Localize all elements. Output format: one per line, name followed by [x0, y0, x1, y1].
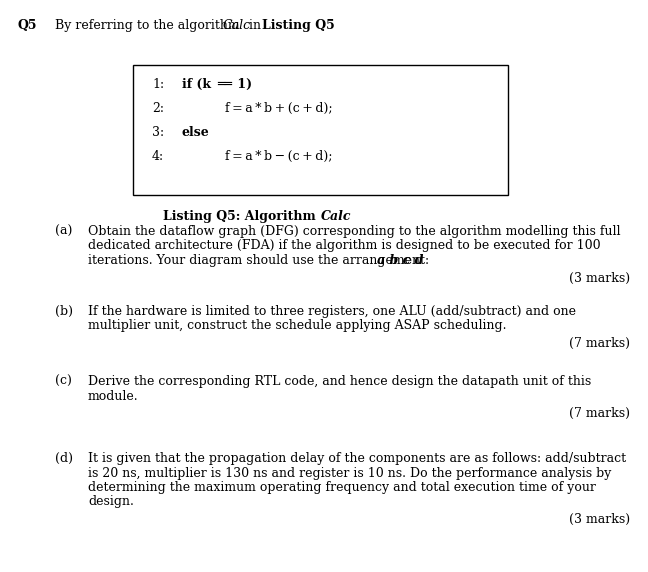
Text: If the hardware is limited to three registers, one ALU (add/subtract) and one: If the hardware is limited to three regi… — [88, 305, 576, 318]
Text: Derive the corresponding RTL code, and hence design the datapath unit of this: Derive the corresponding RTL code, and h… — [88, 375, 591, 388]
Text: Listing Q5: Algorithm: Listing Q5: Algorithm — [163, 210, 321, 223]
Text: a b c d: a b c d — [377, 254, 423, 267]
Text: else: else — [182, 126, 210, 139]
Text: multiplier unit, construct the schedule applying ASAP scheduling.: multiplier unit, construct the schedule … — [88, 320, 507, 332]
Text: 2:: 2: — [152, 102, 164, 115]
Text: (d): (d) — [55, 452, 73, 465]
Text: 3:: 3: — [152, 126, 164, 139]
Text: f = a * b + (c + d);: f = a * b + (c + d); — [225, 102, 332, 115]
Text: 1:: 1: — [152, 78, 164, 91]
Text: Calc: Calc — [321, 210, 351, 223]
Text: determining the maximum operating frequency and total execution time of your: determining the maximum operating freque… — [88, 481, 596, 494]
Text: design.: design. — [88, 495, 134, 509]
Text: if (k: if (k — [182, 78, 215, 91]
Text: Listing Q5: Listing Q5 — [262, 19, 335, 32]
Text: (b): (b) — [55, 305, 73, 318]
Text: 4:: 4: — [152, 150, 164, 163]
Text: It is given that the propagation delay of the components are as follows: add/sub: It is given that the propagation delay o… — [88, 452, 626, 465]
Text: Q5: Q5 — [18, 19, 38, 32]
Text: (a): (a) — [55, 225, 73, 238]
Bar — [133, 65, 508, 195]
Text: is 20 ns, multiplier is 130 ns and register is 10 ns. Do the performance analysi: is 20 ns, multiplier is 130 ns and regis… — [88, 467, 611, 479]
Text: Calc: Calc — [223, 19, 251, 32]
Text: By referring to the algorithm: By referring to the algorithm — [55, 19, 244, 32]
Text: ══: ══ — [217, 78, 232, 91]
Text: (3 marks): (3 marks) — [569, 272, 630, 284]
Text: (3 marks): (3 marks) — [569, 513, 630, 526]
Text: Obtain the dataflow graph (DFG) corresponding to the algorithm modelling this fu: Obtain the dataflow graph (DFG) correspo… — [88, 225, 621, 238]
Text: (c): (c) — [55, 375, 72, 388]
Text: dedicated architecture (FDA) if the algorithm is designed to be executed for 100: dedicated architecture (FDA) if the algo… — [88, 240, 601, 252]
Text: f = a * b − (c + d);: f = a * b − (c + d); — [225, 150, 332, 163]
Text: module.: module. — [88, 390, 139, 403]
Text: 1): 1) — [233, 78, 252, 91]
Text: iterations. Your diagram should use the arrangement:: iterations. Your diagram should use the … — [88, 254, 433, 267]
Text: (7 marks): (7 marks) — [569, 337, 630, 350]
Text: in: in — [245, 19, 265, 32]
Text: (7 marks): (7 marks) — [569, 407, 630, 420]
